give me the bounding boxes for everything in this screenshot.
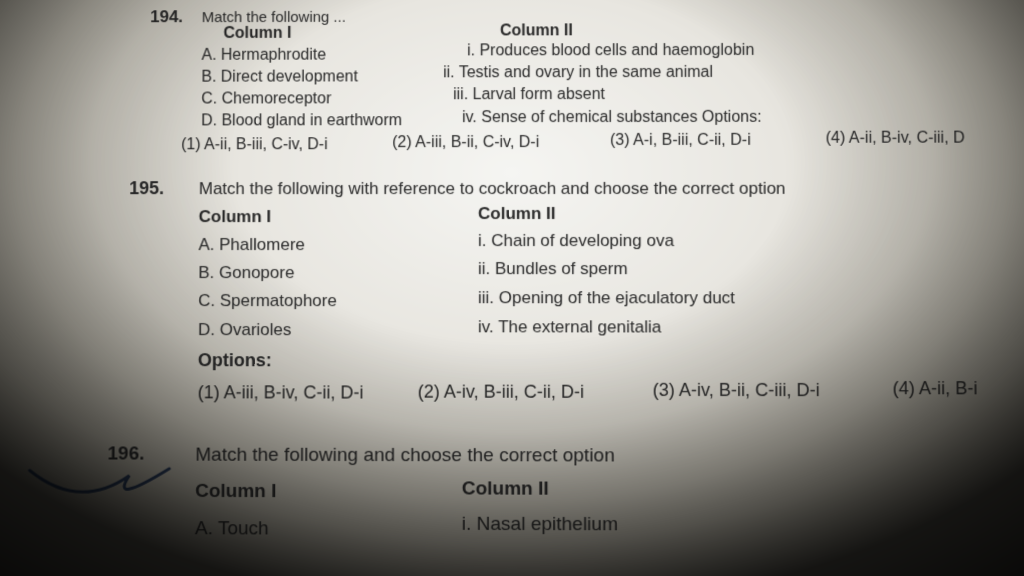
q194-number: 194.: [150, 7, 183, 27]
q195-b: B. Gonopore: [198, 263, 294, 283]
q196-col2-head: Column II: [462, 478, 549, 500]
q195-d: D. Ovarioles: [198, 320, 291, 340]
q195-o1: (1) A-iii, B-iv, C-ii, D-i: [198, 382, 364, 403]
q195-iv: iv. The external genitalia: [478, 317, 661, 337]
q194-o3: (3) A-i, B-iii, C-ii, D-i: [610, 132, 751, 150]
q194-c: C. Chemoreceptor: [201, 90, 331, 108]
exam-page: 194. Match the following ... Column I Co…: [0, 0, 1024, 576]
q194-o4: (4) A-ii, B-iv, C-iii, D: [826, 130, 965, 148]
q195-i: i. Chain of developing ova: [478, 231, 674, 251]
q194-col2-head: Column II: [500, 22, 573, 40]
q195-c: C. Spermatophore: [198, 291, 337, 311]
q194-b: B. Direct development: [201, 68, 358, 86]
q195-iii: iii. Opening of the ejaculatory duct: [478, 288, 735, 308]
q196-number: 196.: [107, 443, 144, 465]
q194-o2: (2) A-iii, B-ii, C-iv, D-i: [392, 134, 539, 152]
q195-o3: (3) A-iv, B-ii, C-iii, D-i: [653, 380, 820, 401]
q195-col2-head: Column II: [478, 204, 556, 224]
q194-a: A. Hermaphrodite: [201, 47, 326, 65]
q195-o4: (4) A-ii, B-i: [893, 378, 978, 399]
q194-o1: (1) A-ii, B-iii, C-iv, D-i: [181, 136, 328, 154]
q194-intro: Match the following ...: [202, 9, 346, 26]
q195-a: A. Phallomere: [198, 235, 305, 255]
q196-a: A. Touch: [195, 518, 269, 540]
pen-mark-icon: [19, 460, 199, 541]
q194-iv: iv. Sense of chemical substances Options…: [462, 109, 762, 127]
q194-d: D. Blood gland in earthworm: [201, 112, 402, 130]
q196-stem: Match the following and choose the corre…: [195, 445, 615, 468]
q196-col1-head: Column I: [195, 481, 276, 503]
q195-options-label: Options:: [198, 350, 272, 371]
q195-stem: Match the following with reference to co…: [199, 179, 786, 199]
q194-ii: ii. Testis and ovary in the same animal: [443, 64, 713, 82]
q194-col1-head: Column I: [223, 25, 291, 43]
q195-ii: ii. Bundles of sperm: [478, 259, 628, 279]
q195-number: 195.: [129, 178, 164, 199]
q195-col1-head: Column I: [199, 207, 272, 227]
q196-i: i. Nasal epithelium: [462, 514, 618, 537]
q194-i: i. Produces blood cells and haemoglobin: [467, 42, 754, 60]
q195-o2: (2) A-iv, B-iii, C-ii, D-i: [418, 382, 584, 403]
q194-iii: iii. Larval form absent: [453, 86, 605, 104]
